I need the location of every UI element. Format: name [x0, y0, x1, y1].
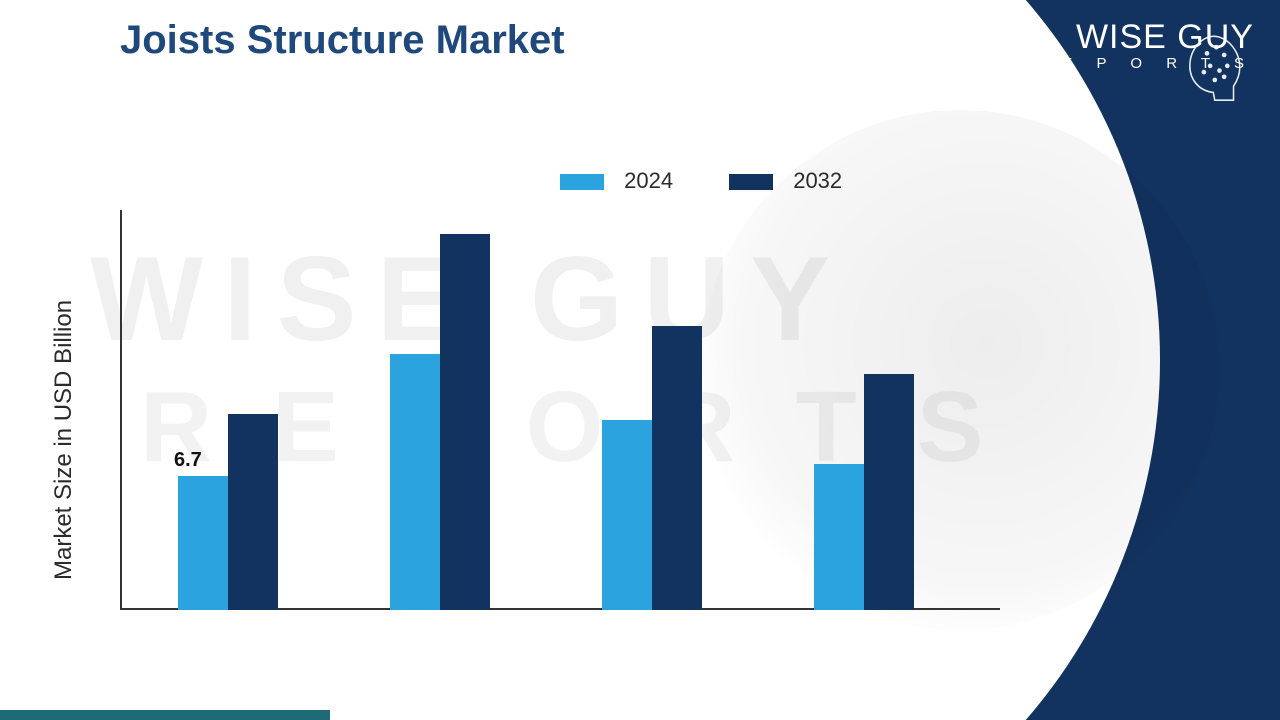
plot-area: 6.7OpenWebJoistsSteelJoistsWoodenJoistsA… — [120, 210, 1000, 610]
bar-2032-aluminum — [864, 374, 914, 610]
brain-head-icon — [1168, 30, 1246, 108]
value-label-open_web: 6.7 — [174, 449, 202, 472]
bar-2024-aluminum — [814, 464, 864, 610]
legend-swatch-2032 — [729, 174, 773, 190]
legend-label-2032: 2032 — [793, 168, 842, 193]
brand-logo: WISE GUY R E P O R T S — [1027, 18, 1254, 72]
bottom-strip — [0, 710, 330, 720]
bar-2032-wooden — [652, 326, 702, 610]
legend-label-2024: 2024 — [624, 168, 673, 193]
legend-swatch-2024 — [560, 174, 604, 190]
chart-card: WISE GUY REPORTS WISE GUY R E P O R T S … — [0, 0, 1280, 720]
chart-title: Joists Structure Market — [120, 18, 565, 63]
y-axis-line — [120, 210, 122, 610]
bar-2024-steel — [390, 354, 440, 610]
bar-2032-steel — [440, 234, 490, 610]
legend-item-2032: 2032 — [729, 168, 842, 194]
bar-2032-open_web — [228, 414, 278, 610]
legend-item-2024: 2024 — [560, 168, 673, 194]
legend: 2024 2032 — [560, 168, 842, 194]
y-axis-label: Market Size in USD Billion — [50, 300, 78, 580]
bar-2024-wooden — [602, 420, 652, 610]
bar-2024-open_web — [178, 476, 228, 610]
